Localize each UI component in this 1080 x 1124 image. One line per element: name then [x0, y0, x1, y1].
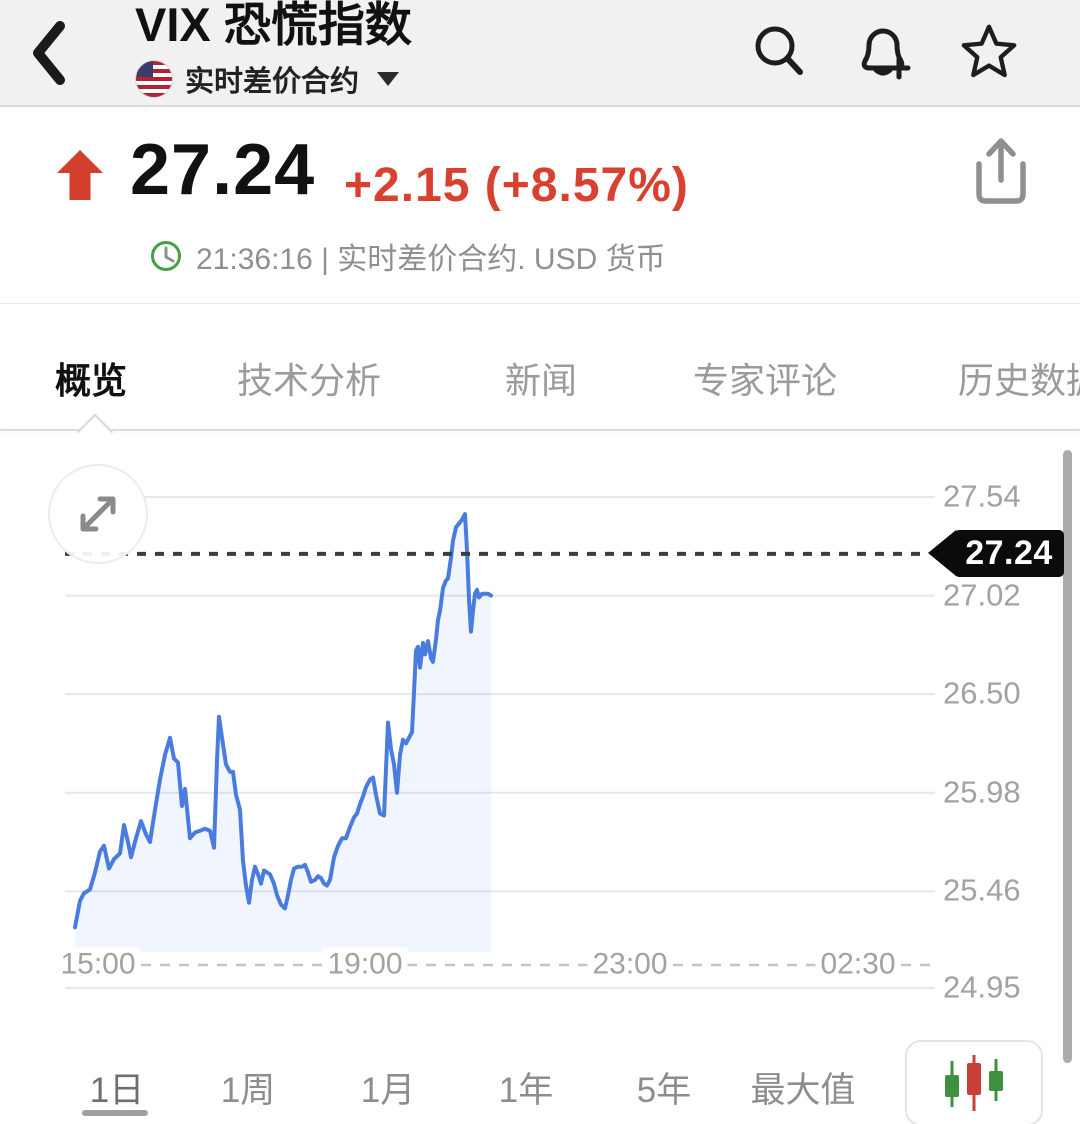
tabs-divider — [0, 429, 1080, 431]
bell-plus-icon — [861, 28, 911, 80]
y-axis-label-4: 25.46 — [943, 872, 1021, 908]
share-button[interactable] — [965, 134, 1037, 208]
tab-overview[interactable]: 概览 — [55, 360, 128, 401]
chevron-left-icon — [33, 21, 65, 85]
expand-chart-button[interactable] — [48, 464, 148, 564]
section-divider — [0, 303, 1080, 304]
star-icon — [961, 24, 1017, 78]
back-button[interactable] — [18, 14, 78, 92]
clock-icon — [151, 241, 181, 271]
tab-1[interactable]: 技术分析 — [237, 360, 382, 401]
current-price-tag: 27.24 — [954, 530, 1064, 578]
page-title: VIX 恐慌指数 — [135, 0, 615, 55]
us-flag-icon — [135, 60, 173, 98]
range-option-0[interactable]: 1日 — [89, 1071, 145, 1110]
range-selector: 1日 1周 1月 1年 5年 最大值 — [0, 1040, 1080, 1124]
x-axis-label-1: 19:00 — [322, 947, 408, 982]
tab-2[interactable]: 新闻 — [505, 360, 578, 401]
y-axis-label-1: 27.02 — [943, 576, 1021, 612]
range-option-4[interactable]: 5年 — [636, 1071, 692, 1110]
chevron-down-icon — [377, 72, 400, 86]
y-axis-label-3: 25.98 — [943, 774, 1021, 810]
header-bar: VIX 恐慌指数 实时差价合约 — [0, 0, 1080, 105]
search-button[interactable] — [748, 20, 810, 82]
last-price: 27.24 — [130, 130, 316, 210]
price-change: +2.15 (+8.57%) — [344, 159, 689, 212]
y-axis-label-2: 26.50 — [943, 675, 1021, 711]
range-option-1[interactable]: 1周 — [220, 1071, 276, 1110]
x-axis-label-0: 15:00 — [55, 947, 141, 982]
instrument-type-selector[interactable]: 实时差价合约 — [135, 58, 400, 100]
instrument-title: VIX 恐慌指数 — [135, 0, 412, 51]
quote-timestamp: 21:36:16 | 实时差价合约. USD 货币 — [196, 243, 666, 276]
header-divider — [0, 105, 1080, 107]
tab-4[interactable]: 历史数据 — [958, 360, 1080, 401]
range-option-3[interactable]: 1年 — [498, 1071, 554, 1110]
quote-info-row: 21:36:16 | 实时差价合约. USD 货币 — [150, 234, 666, 278]
search-icon — [755, 26, 803, 75]
expand-icon — [80, 496, 116, 532]
share-icon — [976, 138, 1026, 204]
tab-3[interactable]: 专家评论 — [693, 360, 838, 401]
current-price-tag-tip — [928, 530, 956, 577]
range-option-5[interactable]: 最大值 — [750, 1071, 856, 1110]
range-option-2[interactable]: 1月 — [360, 1071, 416, 1110]
x-axis-label-3: 02:30 — [815, 947, 901, 982]
scrollbar[interactable] — [1063, 450, 1072, 1063]
active-range-underline — [82, 1110, 148, 1116]
candlestick-icon — [945, 1055, 1003, 1111]
instrument-subtitle: 实时差价合约 — [185, 66, 360, 98]
add-alert-button[interactable] — [852, 20, 914, 82]
x-axis-label-2: 23:00 — [587, 947, 673, 982]
tab-bar: 概览 技术分析 新闻 专家评论 历史数据 — [0, 304, 1080, 430]
price-up-arrow-icon — [57, 150, 103, 205]
favorite-button[interactable] — [958, 20, 1020, 82]
y-axis-label-5: 24.95 — [943, 969, 1021, 1005]
chart-type-button[interactable] — [905, 1040, 1043, 1124]
y-axis-label-0: 27.54 — [943, 478, 1021, 514]
